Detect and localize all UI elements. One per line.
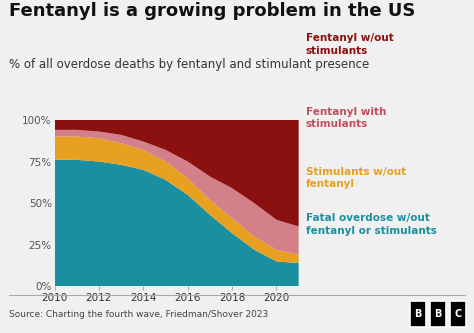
Text: Stimulants w/out
fentanyl: Stimulants w/out fentanyl [306, 166, 406, 189]
Text: Fentanyl with
stimulants: Fentanyl with stimulants [306, 107, 386, 129]
Text: Fentanyl w/out
stimulants: Fentanyl w/out stimulants [306, 33, 393, 56]
Text: B: B [415, 309, 422, 319]
FancyBboxPatch shape [430, 301, 446, 326]
Text: B: B [434, 309, 442, 319]
Text: Fatal overdose w/out
fentanyl or stimulants: Fatal overdose w/out fentanyl or stimula… [306, 213, 437, 235]
Text: C: C [454, 309, 461, 319]
Text: Fentanyl is a growing problem in the US: Fentanyl is a growing problem in the US [9, 2, 416, 20]
Text: % of all overdose deaths by fentanyl and stimulant presence: % of all overdose deaths by fentanyl and… [9, 58, 370, 71]
FancyBboxPatch shape [410, 301, 426, 326]
FancyBboxPatch shape [450, 301, 465, 326]
Text: Source: Charting the fourth wave, Friedman/Shover 2023: Source: Charting the fourth wave, Friedm… [9, 310, 269, 319]
